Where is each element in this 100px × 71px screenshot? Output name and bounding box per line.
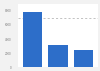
Bar	[48, 45, 68, 67]
Bar	[22, 12, 42, 67]
Bar	[74, 50, 94, 67]
